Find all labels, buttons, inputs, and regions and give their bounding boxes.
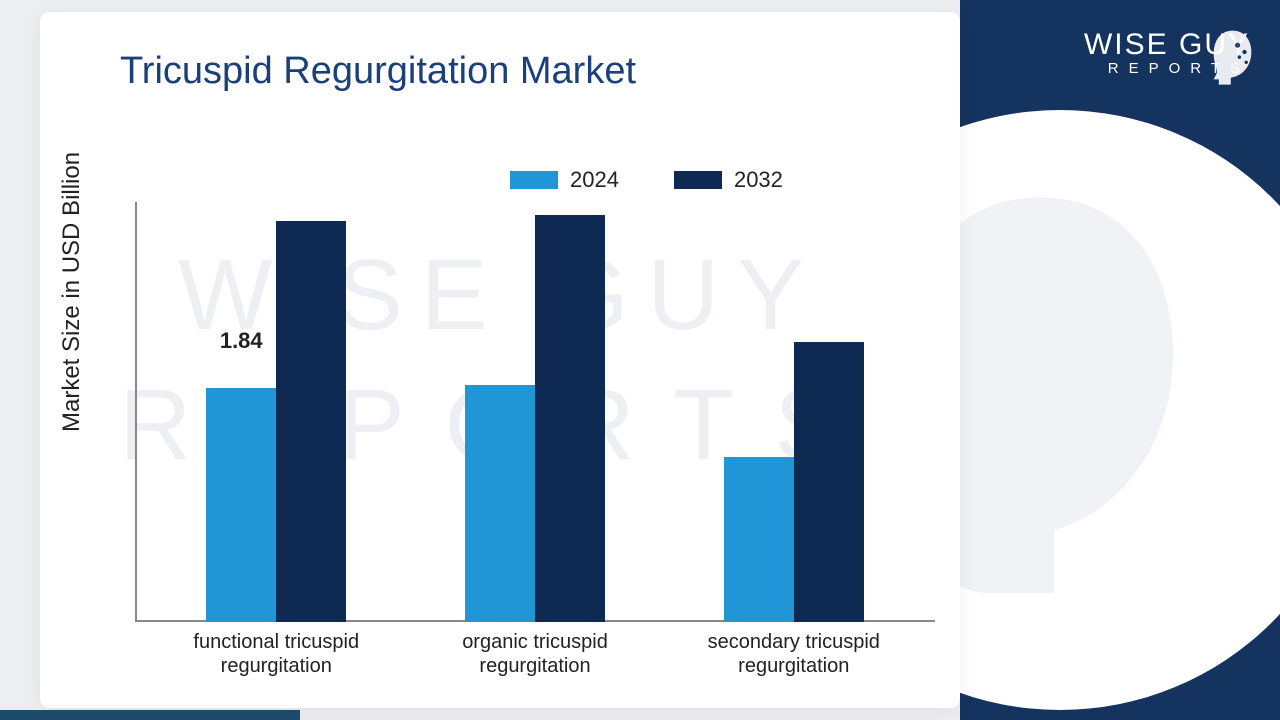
- legend-label-2032: 2032: [734, 167, 783, 193]
- page-root: WISE GUY REPORTS WISE GUY REPORTS Tricus…: [0, 0, 1280, 720]
- category-label: secondary tricuspid regurgitation: [704, 630, 884, 678]
- bar: [794, 342, 864, 622]
- bottom-accent-bar: [0, 710, 300, 720]
- category-label: functional tricuspid regurgitation: [186, 630, 366, 678]
- legend-label-2024: 2024: [570, 167, 619, 193]
- legend-swatch-2024: [510, 171, 558, 189]
- y-axis-label: Market Size in USD Billion: [58, 152, 86, 432]
- x-axis-labels: functional tricuspid regurgitation organi…: [135, 624, 935, 704]
- bar: [465, 385, 535, 622]
- bar: [206, 388, 276, 622]
- brand-logo: WISE GUY REPORTS: [1084, 28, 1250, 77]
- legend-item-2024: 2024: [510, 167, 619, 193]
- bar: [535, 215, 605, 622]
- bar-group: [465, 215, 605, 622]
- bar-group: [206, 221, 346, 622]
- legend-item-2032: 2032: [674, 167, 783, 193]
- brand-head-icon: [1205, 28, 1260, 88]
- category-label: organic tricuspid regurgitation: [445, 630, 625, 678]
- bar: [724, 457, 794, 622]
- plot-area: 1.84: [135, 202, 935, 622]
- legend-swatch-2032: [674, 171, 722, 189]
- chart-card: WISE GUY REPORTS Tricuspid Regurgitation…: [40, 12, 960, 708]
- chart-title: Tricuspid Regurgitation Market: [120, 50, 636, 93]
- bar: [276, 221, 346, 622]
- bar-group: [724, 342, 864, 622]
- y-axis-line: [135, 202, 137, 622]
- legend: 2024 2032: [510, 167, 783, 193]
